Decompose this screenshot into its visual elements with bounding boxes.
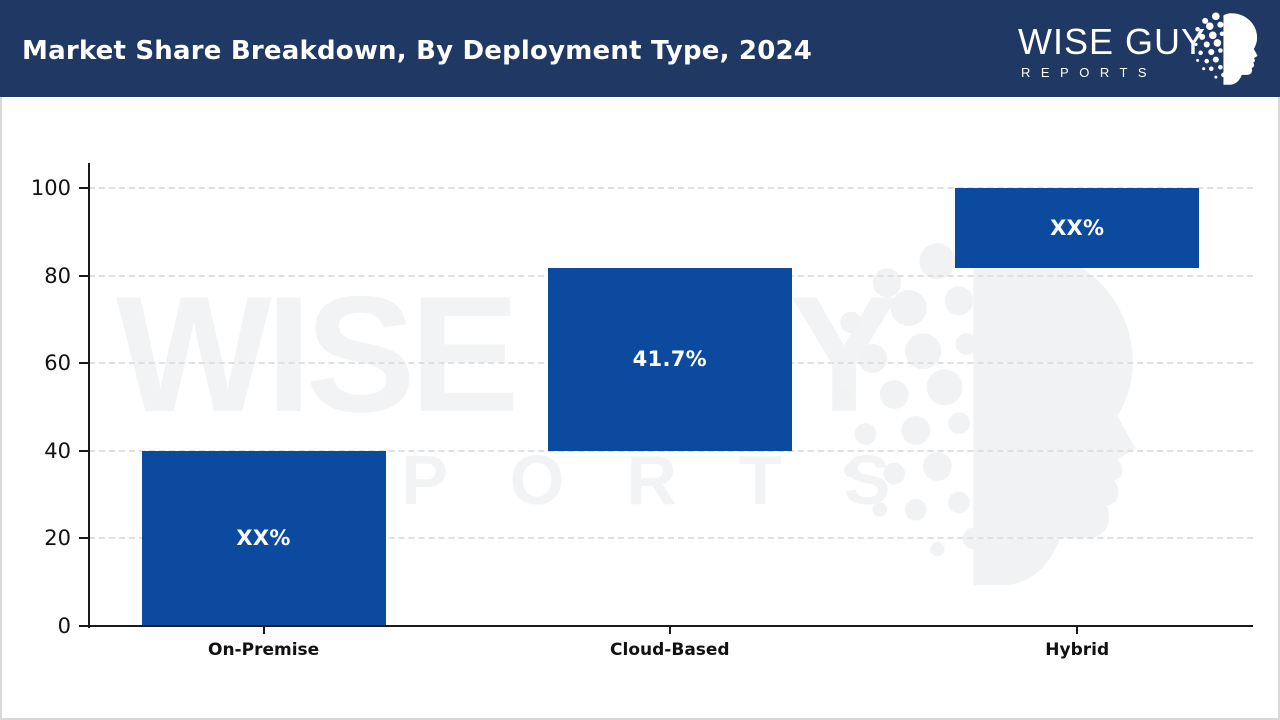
bar-value-label: XX% xyxy=(236,526,291,551)
plot-area: 0 20 40 60 80 100 XX% On-Premise 41.7% Cloud-Base… xyxy=(31,178,1253,660)
y-tick-label-0: 0 xyxy=(57,614,71,638)
y-tick-100 xyxy=(79,187,89,189)
x-axis-label-on-premise: On-Premise xyxy=(208,640,320,660)
y-tick-label-80: 80 xyxy=(44,263,71,288)
y-tick-40 xyxy=(79,449,89,452)
y-tick-label-40: 40 xyxy=(44,438,71,463)
gridline-40 xyxy=(89,449,1253,452)
y-tick-60 xyxy=(79,362,89,365)
y-tick-0 xyxy=(79,625,89,627)
y-tick-label-60: 60 xyxy=(44,351,71,376)
bar-value-label: XX% xyxy=(1050,216,1105,241)
header-bar: Market Share Breakdown, By Deployment Ty… xyxy=(0,0,1280,97)
wise-guy-logo: WISE GUY REPORTS xyxy=(1018,6,1268,92)
y-tick-20 xyxy=(79,537,89,540)
x-axis-line xyxy=(88,625,1253,627)
x-axis-label-hybrid: Hybrid xyxy=(1045,640,1110,660)
gridline-100 xyxy=(89,187,1253,189)
y-tick-80 xyxy=(79,274,89,277)
bar-hybrid: XX% xyxy=(955,188,1200,269)
chart-title: Market Share Breakdown, By Deployment Ty… xyxy=(22,36,813,66)
y-axis-line xyxy=(88,163,90,628)
bar-cloud-based: 41.7% xyxy=(547,268,792,451)
y-tick-label-100: 100 xyxy=(30,176,71,200)
logo-reports: REPORTS xyxy=(1021,65,1158,80)
gridline-20 xyxy=(89,537,1253,540)
bar-on-premise: XX% xyxy=(141,450,386,626)
x-tick-0 xyxy=(262,626,265,634)
y-tick-label-20: 20 xyxy=(44,526,71,551)
x-tick-1 xyxy=(668,626,671,634)
x-axis-label-cloud-based: Cloud-Based xyxy=(610,640,730,660)
logo-head-icon xyxy=(1194,12,1258,85)
x-tick-2 xyxy=(1076,626,1079,634)
logo-text: WISE GUY REPORTS xyxy=(1018,21,1207,81)
bar-value-label: 41.7% xyxy=(632,347,707,372)
logo-wise-guy: WISE GUY xyxy=(1018,21,1207,62)
